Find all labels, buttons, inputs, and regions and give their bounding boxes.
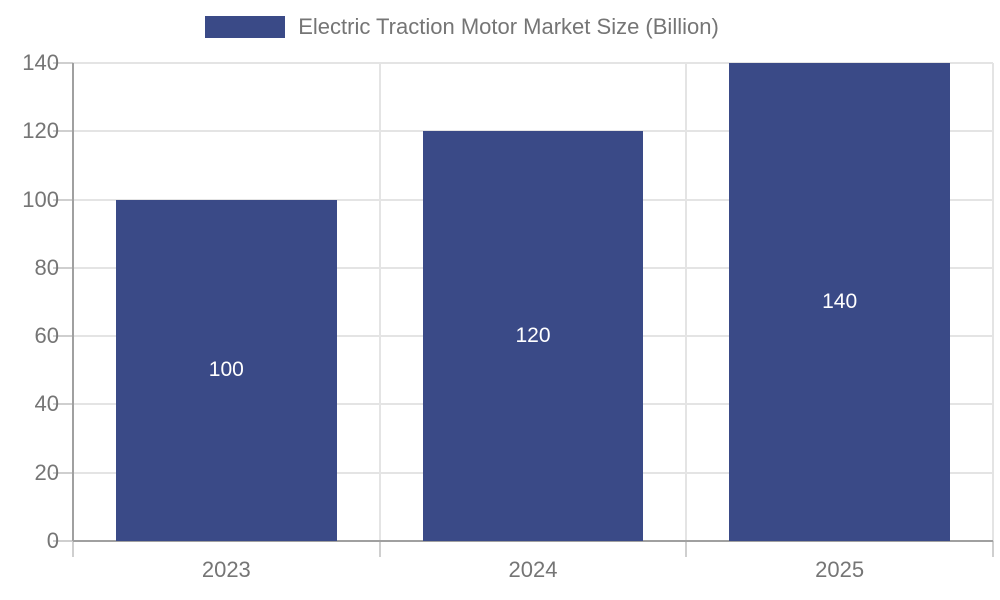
y-axis-tick [53, 266, 73, 269]
y-axis-line [72, 63, 74, 541]
y-axis-tick [53, 471, 73, 474]
bar-value-label: 100 [208, 358, 244, 382]
bar-value-label: 120 [515, 324, 551, 348]
grid-line-horizontal [73, 62, 993, 64]
y-axis-tick-label: 20 [34, 459, 59, 485]
bar-value-label: 140 [822, 290, 858, 313]
y-axis-tick-label: 60 [34, 323, 59, 349]
y-axis-tick [53, 130, 73, 133]
x-axis-label: 2024 [508, 557, 558, 582]
y-axis-tick-label: 40 [34, 391, 59, 417]
legend-swatch-icon [205, 16, 286, 38]
x-axis-label: 2025 [815, 557, 865, 582]
x-axis-line [73, 540, 993, 542]
y-axis-tick [53, 198, 73, 201]
y-axis-tick-label: 100 [22, 186, 59, 212]
y-axis-tick-label: 80 [34, 254, 59, 280]
x-axis-tick [992, 541, 994, 557]
y-axis-tick [53, 540, 73, 542]
legend-label: Electric Traction Motor Market Size (Bil… [298, 14, 719, 39]
bar-2023 [115, 199, 337, 541]
x-axis-tick [72, 541, 74, 557]
y-axis-tick [53, 335, 73, 338]
y-axis-tick [53, 62, 73, 64]
grid-line-vertical [378, 63, 381, 541]
x-axis-tick [378, 541, 381, 557]
y-axis-tick-label: 0 [46, 528, 59, 553]
x-axis-tick [685, 541, 688, 557]
y-axis-tick-label: 120 [22, 118, 59, 144]
y-axis-tick [53, 403, 73, 406]
bar-2024 [422, 131, 644, 541]
y-axis-tick-label: 140 [22, 50, 59, 75]
legend: Electric Traction Motor Market Size (Bil… [0, 14, 1000, 40]
bar-2025 [729, 63, 951, 541]
x-axis-label: 2023 [201, 557, 251, 582]
plot-area: 0 20 40 60 80 100 120 140 100 2023 120 2024 140 2025 [22, 50, 994, 582]
grid-line-vertical [992, 63, 994, 541]
grid-line-vertical [685, 63, 688, 541]
